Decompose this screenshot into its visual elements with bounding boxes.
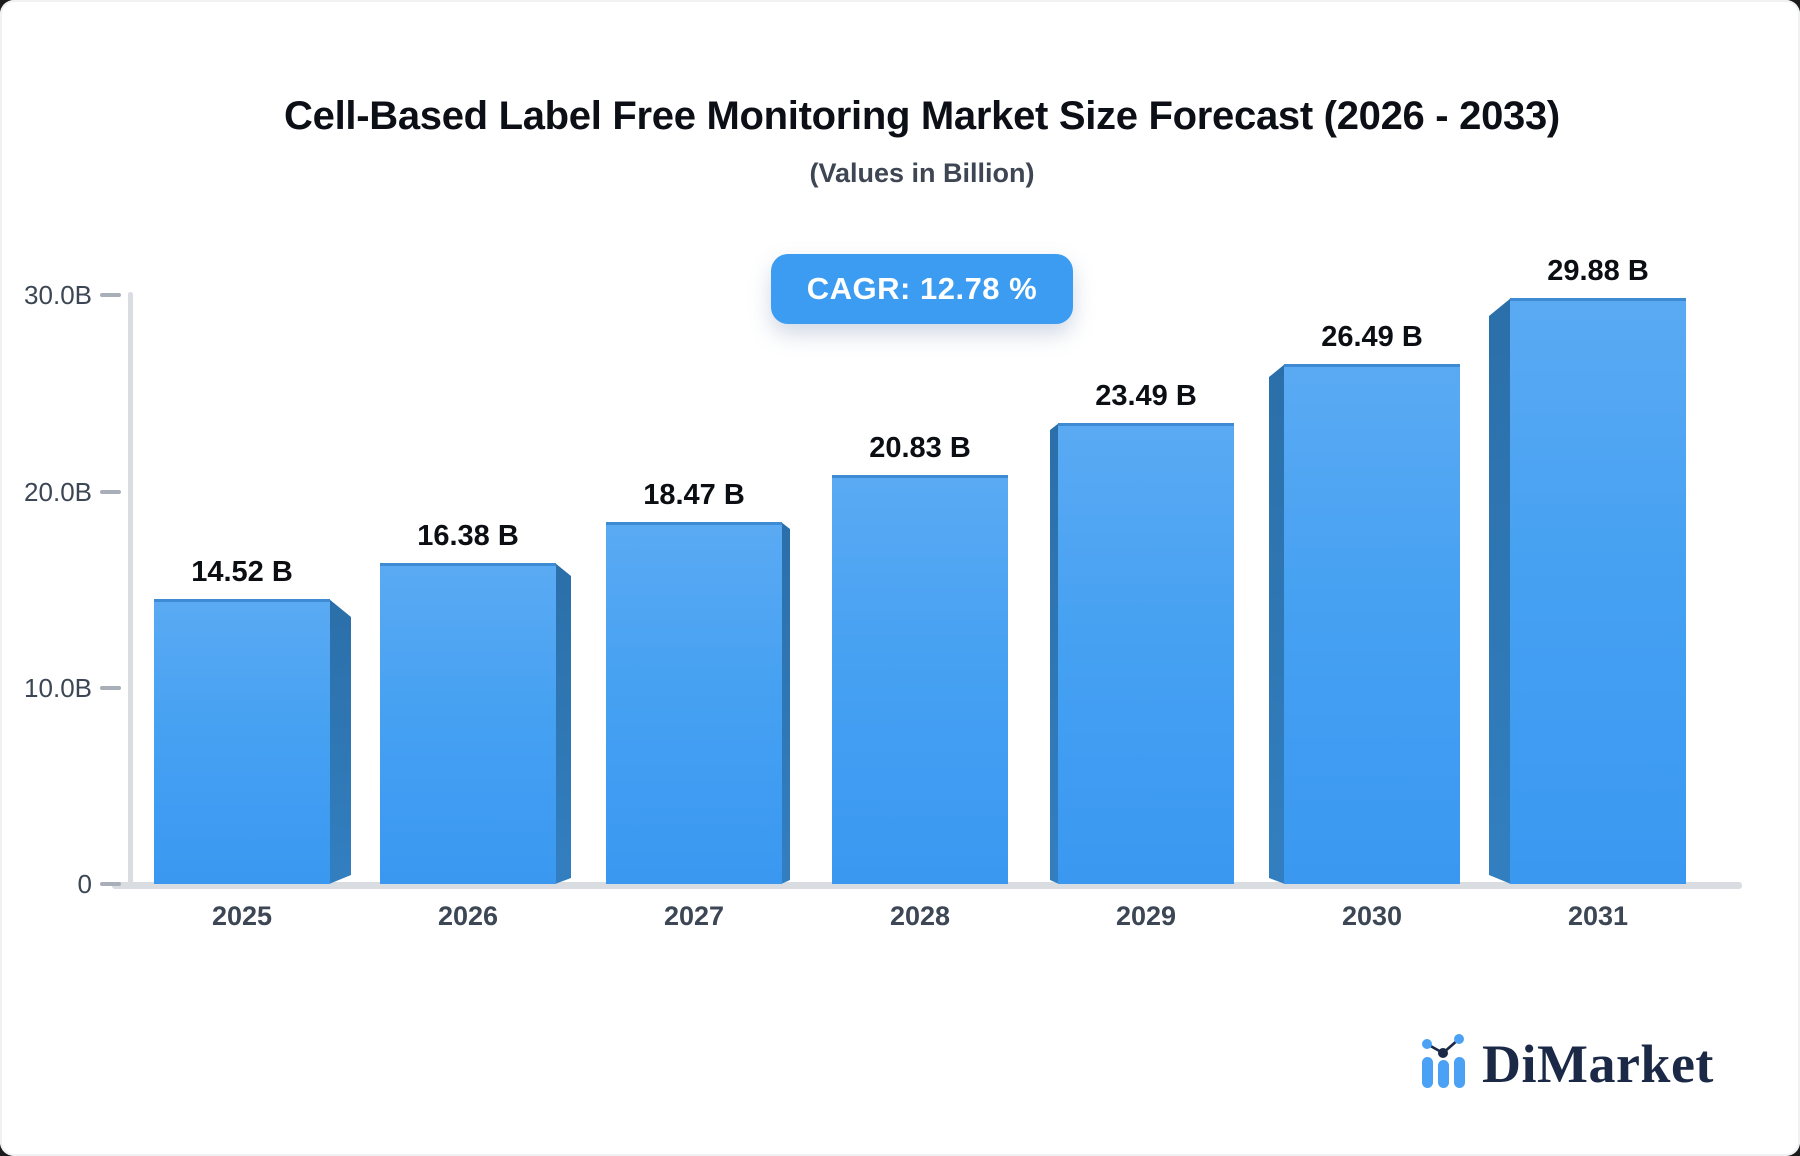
bar-value-label: 14.52 B — [191, 556, 293, 588]
x-axis-line — [112, 882, 1742, 889]
bar-value-label: 18.47 B — [643, 479, 745, 511]
bar-side-2026 — [555, 563, 571, 884]
y-tick-dash — [100, 490, 121, 494]
bar-value-label: 29.88 B — [1547, 255, 1649, 287]
x-tick-label-2030: 2030 — [1341, 901, 1403, 931]
x-tick-label-2031: 2031 — [1567, 901, 1629, 931]
dimarket-logo: DiMarket — [1421, 1034, 1714, 1091]
bar-chart-icon — [1422, 1034, 1465, 1088]
logo-text: DiMarket — [1482, 1034, 1714, 1094]
y-tick-label: 10.0B — [24, 673, 92, 703]
bar-2025 — [154, 599, 330, 884]
chart-title: Cell-Based Label Free Monitoring Market … — [284, 94, 1560, 138]
bar-2026 — [380, 563, 556, 884]
x-tick-label-2027: 2027 — [663, 901, 725, 931]
y-tick-label: 30.0B — [24, 280, 92, 310]
bar-side-2025 — [329, 599, 351, 884]
x-tick-label-2025: 2025 — [211, 901, 273, 931]
bar-value-label: 16.38 B — [417, 520, 519, 552]
y-tick-dash — [100, 686, 121, 690]
bar-2030 — [1284, 364, 1460, 884]
y-tick-label: 0 — [77, 869, 92, 899]
bar-2027 — [606, 522, 782, 884]
bar-value-label: 20.83 B — [869, 432, 971, 464]
bar-value-label: 26.49 B — [1321, 321, 1423, 353]
y-tick-dash — [100, 293, 121, 297]
bar-2028 — [832, 475, 1008, 884]
x-tick-label-2029: 2029 — [1115, 901, 1177, 931]
x-tick-label-2026: 2026 — [437, 901, 499, 931]
y-tick-dash — [100, 882, 121, 886]
chart-subtitle: (Values in Billion) — [809, 158, 1035, 188]
bar-side-2030 — [1269, 364, 1285, 884]
bar-2029 — [1058, 423, 1234, 884]
bar-value-label: 23.49 B — [1095, 380, 1197, 412]
y-tick-label: 20.0B — [24, 477, 92, 507]
cagr-badge-wrap: CAGR: 12.78 % — [22, 254, 1800, 324]
bar-2031 — [1510, 298, 1686, 884]
y-axis-line — [128, 292, 133, 887]
bar-side-2031 — [1489, 298, 1511, 884]
cagr-badge: CAGR: 12.78 % — [770, 254, 1074, 324]
bar-side-2027 — [781, 522, 790, 884]
bar-side-2029 — [1050, 423, 1059, 884]
x-tick-label-2028: 2028 — [889, 901, 951, 931]
